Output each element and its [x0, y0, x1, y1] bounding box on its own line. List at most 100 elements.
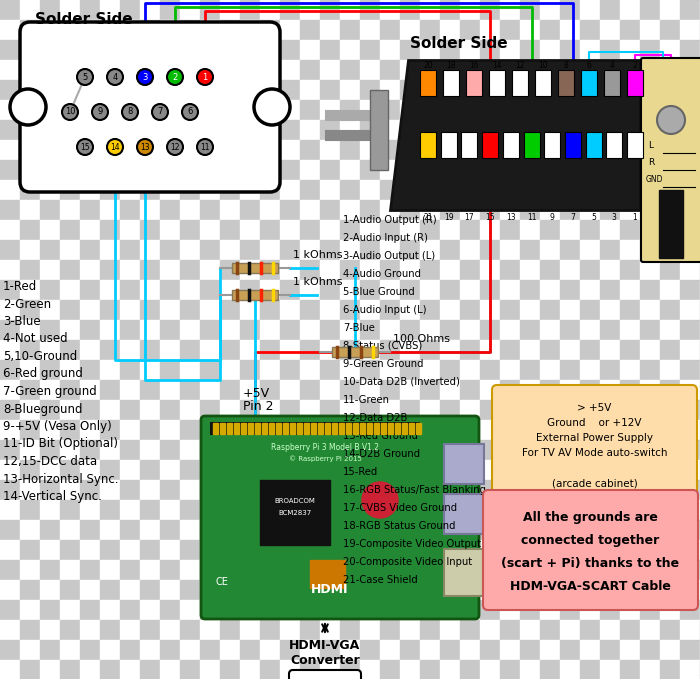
Bar — [80, 200, 100, 220]
Bar — [20, 640, 40, 660]
Bar — [180, 620, 200, 640]
Bar — [140, 380, 160, 400]
Text: Pin 2: Pin 2 — [243, 400, 274, 413]
Bar — [20, 340, 40, 360]
Bar — [180, 20, 200, 40]
Bar — [260, 80, 280, 100]
Bar — [200, 380, 220, 400]
Bar — [520, 620, 540, 640]
Bar — [0, 400, 20, 420]
Bar — [120, 320, 140, 340]
Bar — [300, 200, 320, 220]
Bar — [160, 160, 180, 180]
Bar — [80, 420, 100, 440]
Bar — [220, 580, 240, 600]
Bar — [220, 180, 240, 200]
Bar — [240, 360, 260, 380]
Bar — [440, 140, 460, 160]
FancyBboxPatch shape — [641, 58, 700, 262]
Bar — [120, 660, 140, 679]
Bar — [340, 580, 360, 600]
Bar — [520, 460, 540, 480]
Bar — [480, 320, 500, 340]
Bar — [320, 280, 340, 300]
Bar — [460, 660, 480, 679]
Bar — [580, 600, 600, 620]
Bar — [460, 60, 480, 80]
Bar — [160, 320, 180, 340]
Bar — [100, 360, 120, 380]
Bar — [232, 290, 278, 300]
Bar — [20, 560, 40, 580]
Bar — [40, 560, 60, 580]
Bar — [280, 300, 300, 320]
Bar — [660, 300, 680, 320]
Bar — [400, 380, 420, 400]
Text: 14: 14 — [110, 143, 120, 151]
Bar — [380, 340, 400, 360]
Bar — [360, 620, 380, 640]
Text: 9: 9 — [97, 107, 103, 117]
Bar — [280, 440, 300, 460]
Bar — [60, 20, 80, 40]
Bar — [280, 100, 300, 120]
Bar — [500, 200, 520, 220]
Bar — [460, 400, 480, 420]
Bar — [240, 140, 260, 160]
Bar — [240, 260, 260, 280]
Bar — [160, 420, 180, 440]
Bar — [220, 423, 225, 434]
Bar — [540, 400, 560, 420]
Bar — [240, 480, 260, 500]
Text: 3: 3 — [612, 213, 617, 223]
Bar — [400, 420, 420, 440]
Bar — [600, 660, 620, 679]
Bar — [60, 120, 80, 140]
Bar — [420, 620, 440, 640]
Bar — [440, 540, 460, 560]
Bar — [280, 400, 300, 420]
Bar — [260, 0, 280, 20]
Bar — [200, 520, 220, 540]
Bar — [340, 140, 360, 160]
Bar — [280, 600, 300, 620]
Bar — [680, 480, 700, 500]
Bar — [180, 580, 200, 600]
Bar — [340, 180, 360, 200]
Bar — [80, 100, 100, 120]
Bar — [512, 70, 528, 96]
Bar — [500, 540, 520, 560]
Bar — [440, 260, 460, 280]
Bar — [180, 440, 200, 460]
Bar — [480, 220, 500, 240]
Bar — [280, 220, 300, 240]
Bar — [460, 360, 480, 380]
Bar — [260, 600, 280, 620]
Bar — [380, 480, 400, 500]
Bar — [0, 320, 20, 340]
Bar — [220, 540, 240, 560]
Bar — [560, 160, 580, 180]
Text: 10-Data D2B (Inverted): 10-Data D2B (Inverted) — [343, 377, 460, 387]
Bar — [640, 620, 660, 640]
Bar — [280, 620, 300, 640]
Bar — [160, 540, 180, 560]
Text: 15: 15 — [80, 143, 90, 151]
Bar — [320, 600, 340, 620]
Bar — [400, 580, 420, 600]
Bar — [240, 80, 260, 100]
Bar — [560, 280, 580, 300]
Bar — [160, 500, 180, 520]
Bar — [540, 600, 560, 620]
Bar — [680, 400, 700, 420]
Bar — [80, 300, 100, 320]
Bar — [400, 180, 420, 200]
Bar — [480, 0, 500, 20]
Bar — [320, 500, 340, 520]
Bar — [180, 100, 200, 120]
Bar — [160, 400, 180, 420]
Bar — [280, 260, 300, 280]
Text: © Raspberry Pi 2015: © Raspberry Pi 2015 — [288, 456, 361, 462]
Bar — [580, 640, 600, 660]
Bar — [300, 120, 320, 140]
